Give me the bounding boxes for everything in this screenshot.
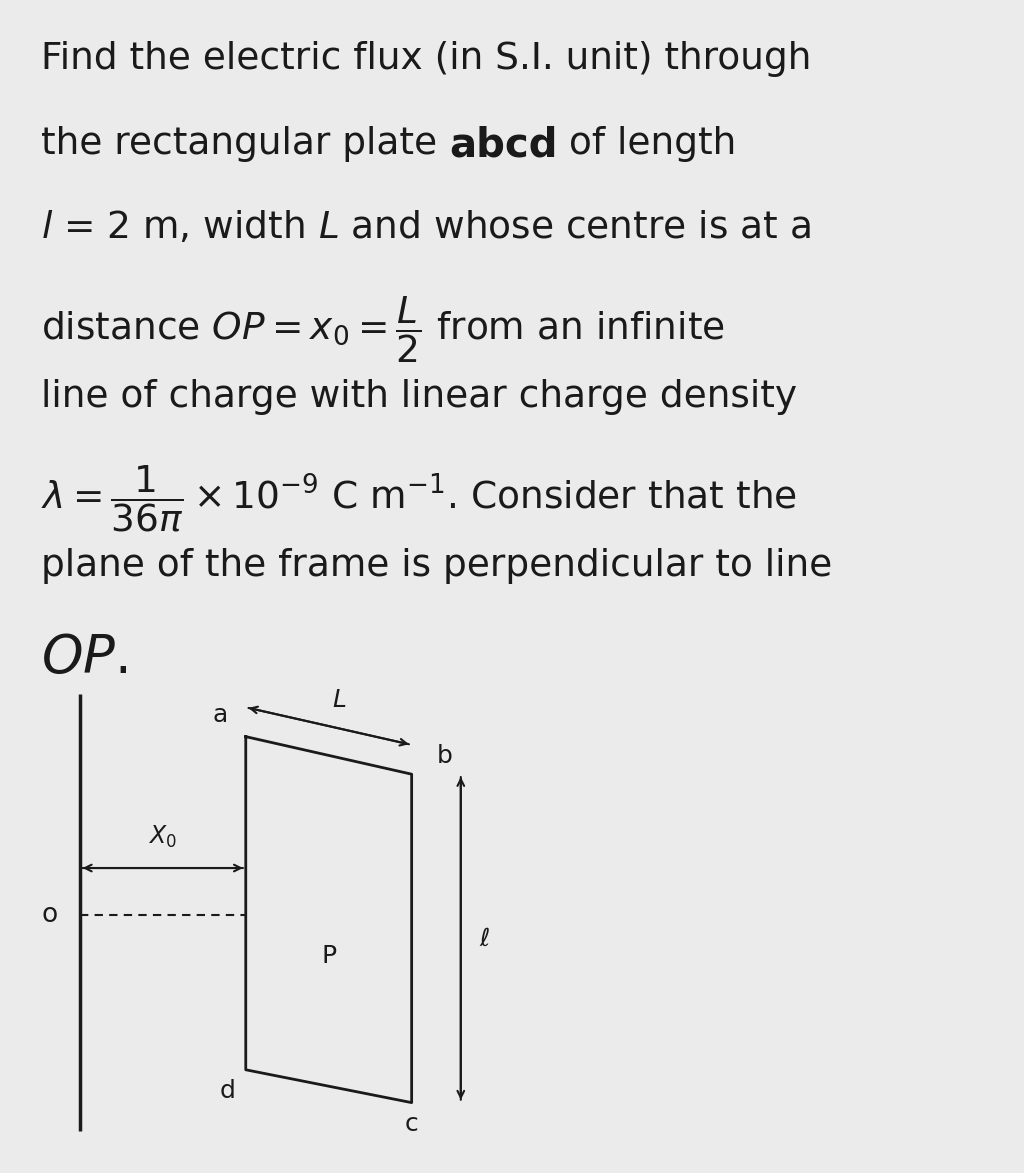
Text: b: b xyxy=(437,745,454,768)
Text: L: L xyxy=(332,689,346,712)
Text: line of charge with linear charge density: line of charge with linear charge densit… xyxy=(41,379,797,415)
Text: $OP$.: $OP$. xyxy=(41,632,127,684)
Text: $\lambda = \dfrac{1}{36\pi} \times 10^{-9}$ C m$^{-1}$. Consider that the: $\lambda = \dfrac{1}{36\pi} \times 10^{-… xyxy=(41,463,797,534)
Text: of length: of length xyxy=(557,126,736,162)
Text: $l$ = 2 m, width $L$ and whose centre is at a: $l$ = 2 m, width $L$ and whose centre is… xyxy=(41,210,811,246)
Text: o: o xyxy=(41,902,57,928)
Text: $\ell$: $\ell$ xyxy=(479,927,490,950)
Text: P: P xyxy=(322,944,336,968)
Text: a: a xyxy=(213,704,227,727)
Text: abcd: abcd xyxy=(449,126,557,165)
Text: distance $OP = x_0 = \dfrac{L}{2}$ from an infinite: distance $OP = x_0 = \dfrac{L}{2}$ from … xyxy=(41,294,725,365)
Text: $X_0$: $X_0$ xyxy=(148,825,177,850)
Text: c: c xyxy=(404,1112,419,1135)
Text: the rectangular plate: the rectangular plate xyxy=(41,126,449,162)
Text: plane of the frame is perpendicular to line: plane of the frame is perpendicular to l… xyxy=(41,548,833,584)
Text: d: d xyxy=(219,1079,236,1103)
Text: Find the electric flux (in S.I. unit) through: Find the electric flux (in S.I. unit) th… xyxy=(41,41,811,77)
